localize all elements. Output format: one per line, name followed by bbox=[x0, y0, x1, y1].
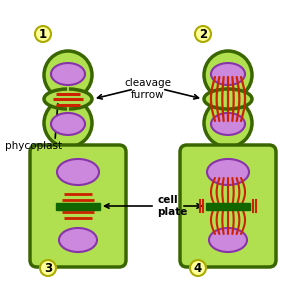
Ellipse shape bbox=[51, 63, 85, 85]
Text: phycoplast: phycoplast bbox=[5, 141, 62, 151]
Ellipse shape bbox=[44, 99, 92, 147]
Ellipse shape bbox=[44, 89, 92, 109]
Ellipse shape bbox=[51, 113, 85, 135]
Ellipse shape bbox=[57, 159, 99, 185]
Text: 1: 1 bbox=[39, 28, 47, 41]
Text: 3: 3 bbox=[44, 261, 52, 275]
Ellipse shape bbox=[59, 228, 97, 252]
FancyBboxPatch shape bbox=[30, 145, 126, 267]
Text: 2: 2 bbox=[199, 28, 207, 41]
Circle shape bbox=[195, 26, 211, 42]
Ellipse shape bbox=[204, 51, 252, 99]
Ellipse shape bbox=[211, 113, 245, 135]
Ellipse shape bbox=[209, 228, 247, 252]
Ellipse shape bbox=[44, 51, 92, 99]
Circle shape bbox=[40, 260, 56, 276]
Bar bbox=[56, 203, 100, 210]
FancyBboxPatch shape bbox=[180, 145, 276, 267]
Text: 4: 4 bbox=[194, 261, 202, 275]
Circle shape bbox=[190, 260, 206, 276]
Text: cleavage
furrow: cleavage furrow bbox=[124, 78, 172, 100]
Ellipse shape bbox=[207, 159, 249, 185]
Ellipse shape bbox=[211, 63, 245, 85]
Ellipse shape bbox=[204, 99, 252, 147]
Circle shape bbox=[35, 26, 51, 42]
Bar bbox=[206, 203, 250, 210]
Text: cell
plate: cell plate bbox=[157, 195, 188, 217]
Ellipse shape bbox=[204, 89, 252, 109]
